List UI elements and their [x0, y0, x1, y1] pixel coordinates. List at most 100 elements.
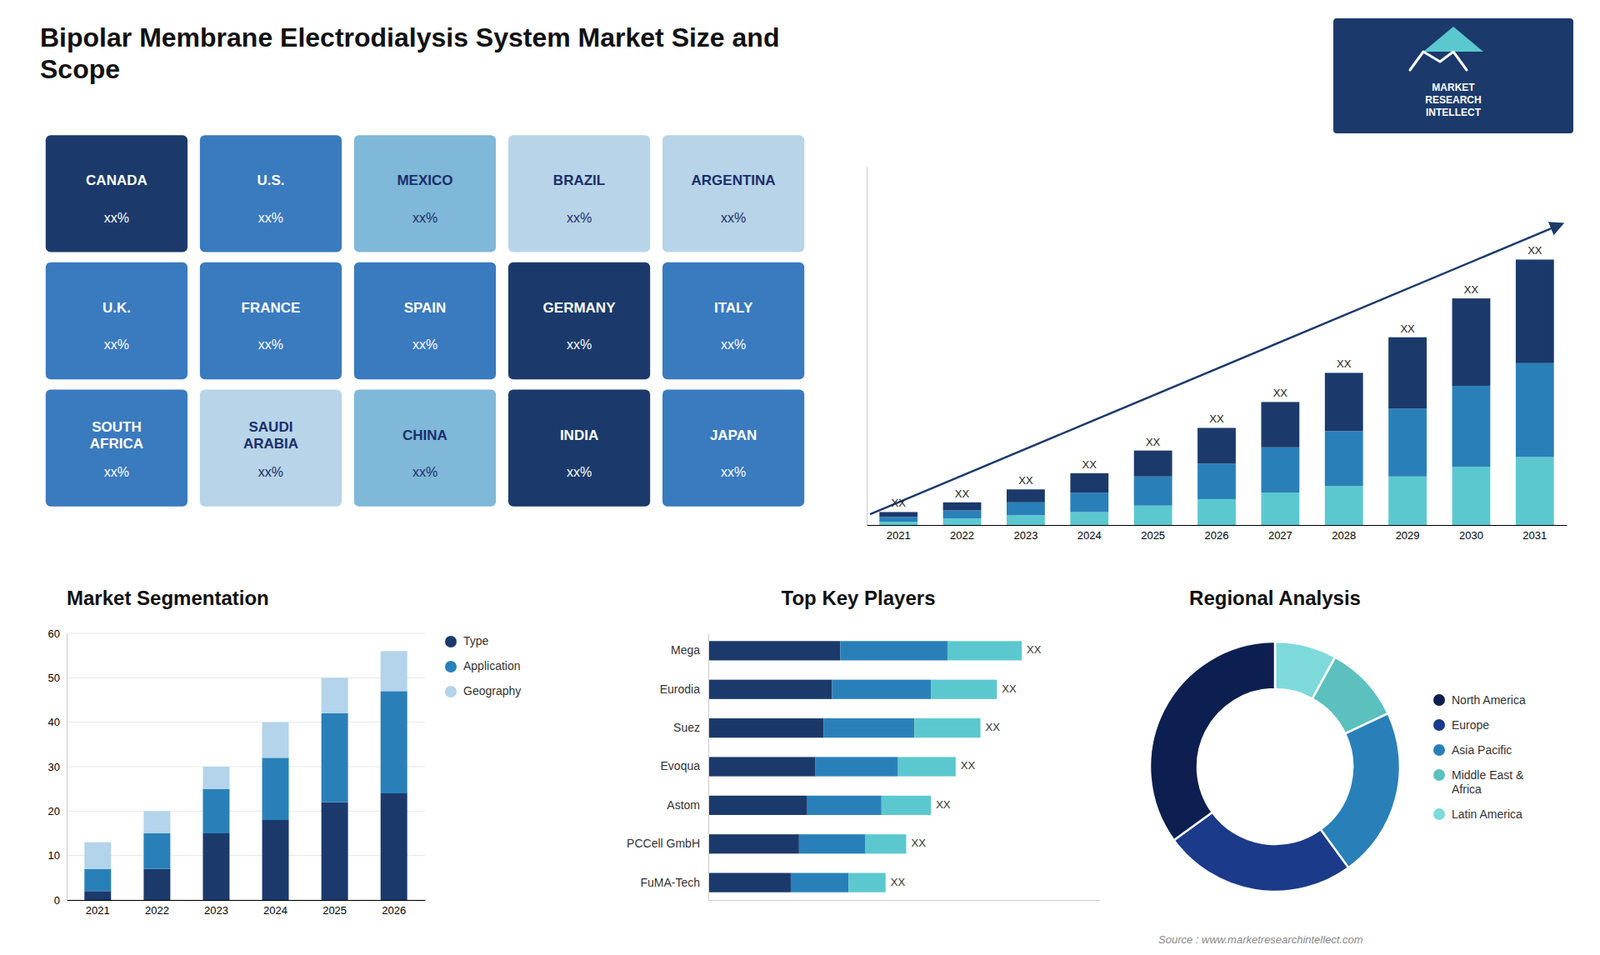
grid-line [66, 900, 425, 901]
text-line: ARABIA [243, 435, 299, 452]
bar [1325, 430, 1364, 486]
tick-label: Eurodia [660, 682, 700, 696]
bar [807, 795, 882, 815]
axis-line [866, 167, 868, 526]
country-label: GERMANY [543, 300, 617, 316]
legend: TypeApplicationGeography [445, 634, 521, 698]
legend-label: Middle East &Africa [1451, 768, 1525, 796]
bar [879, 521, 918, 525]
logo-box [1333, 18, 1574, 134]
tick: Astom [666, 798, 709, 812]
bar [1197, 463, 1236, 500]
bar [790, 873, 849, 893]
country-value: xx% [566, 465, 592, 480]
data-label: XX [935, 798, 951, 811]
bar [1452, 385, 1491, 467]
bar [879, 516, 918, 522]
text-line: CANADA [85, 173, 148, 190]
tick-label: 2025 [322, 904, 347, 917]
bar [879, 511, 918, 517]
data-label: XX [1026, 643, 1042, 656]
source-note: Source : www.marketresearchintellect.com [1158, 933, 1364, 946]
bar [262, 820, 290, 900]
axis [866, 167, 868, 526]
bar [143, 869, 170, 900]
tick: Suez [673, 720, 709, 735]
country: SPAINxx% [354, 262, 496, 380]
tick-label: Mega [670, 643, 700, 657]
series [879, 259, 1554, 517]
axis: 202120222023202420252026 [67, 900, 426, 917]
tick: 0 [54, 894, 67, 907]
country-value: xx% [720, 337, 746, 352]
bar [815, 756, 899, 776]
bar [914, 718, 980, 738]
text-line: MEXICO [396, 173, 453, 190]
tick-label: 2026 [381, 904, 406, 917]
tick: 40 [48, 715, 67, 729]
plot-area [870, 224, 1562, 525]
legend-label: North America [1451, 693, 1526, 707]
country: MEXICO xx% [354, 135, 496, 252]
text-line: JAPAN [710, 427, 757, 444]
tick-label: 2028 [1331, 529, 1356, 542]
legend-swatch [1433, 769, 1445, 781]
tick-label: 0 [54, 894, 60, 907]
country-tile [508, 262, 650, 380]
logo-text: MARKETRESEARCHINTELLECT [1425, 81, 1481, 119]
series [84, 650, 407, 869]
tick-label: 60 [48, 627, 60, 640]
country-value: xx% [720, 465, 746, 480]
data-label: XX [1273, 386, 1289, 400]
bar [84, 869, 111, 892]
axis-line [708, 634, 710, 901]
tick: 2025 [1140, 525, 1165, 542]
tick: 20 [48, 805, 67, 818]
legend-item: Middle East &Africa [1433, 768, 1525, 796]
legend-swatch [1433, 744, 1445, 756]
legend-item: Application [445, 659, 521, 673]
data-label: XX [1001, 682, 1017, 695]
axis: 0102030405060 [48, 627, 68, 907]
text-line: BRAZIL [553, 173, 605, 190]
country: U.S. xx% [200, 135, 342, 252]
country-value: xx% [412, 210, 438, 225]
tick: Evoqua [660, 759, 709, 773]
bar [84, 842, 111, 870]
bar [943, 510, 982, 520]
legend-item: Latin America [1433, 807, 1523, 821]
country-label: BRAZIL [553, 173, 605, 190]
text-line: FRANCE [241, 300, 301, 316]
series [84, 690, 407, 891]
tick-label: 2025 [1140, 529, 1165, 542]
legend-label: Type [463, 634, 490, 648]
axis-line [867, 525, 1568, 526]
country: INDIA xx% [508, 389, 650, 506]
tick: 2023 [204, 900, 229, 917]
country-value: xx% [412, 337, 438, 352]
data-label: XX [1145, 435, 1161, 449]
country-tile [354, 262, 496, 380]
text-line: U.S. [256, 173, 285, 190]
text-line: INDIA [560, 427, 599, 444]
bar [1260, 447, 1300, 493]
country-value: xx% [258, 210, 284, 225]
country-label: ITALY [714, 300, 754, 316]
bar [840, 640, 948, 660]
data-label: XX [1400, 322, 1415, 335]
axis-line [67, 900, 426, 901]
bar [321, 677, 349, 714]
bar [143, 833, 170, 870]
bar [380, 650, 408, 691]
segmentation-chart: Market Segmentation202120222023202420252… [48, 586, 522, 917]
axis: MegaEurodiaSuezEvoquaAstomPCCell GmbHFuM… [626, 634, 709, 901]
bar-chart: XXXXXXXXXXXXXXXXXXXXXX202120222023202420… [867, 167, 1568, 543]
country: SAUDIARABIAxx% [200, 389, 342, 506]
grid-line [66, 677, 425, 679]
tick-label: 2022 [950, 529, 975, 542]
bar [1134, 476, 1173, 506]
series [84, 793, 407, 900]
tick: Eurodia [660, 682, 709, 696]
country-value: xx% [412, 465, 438, 480]
bar [943, 502, 982, 511]
